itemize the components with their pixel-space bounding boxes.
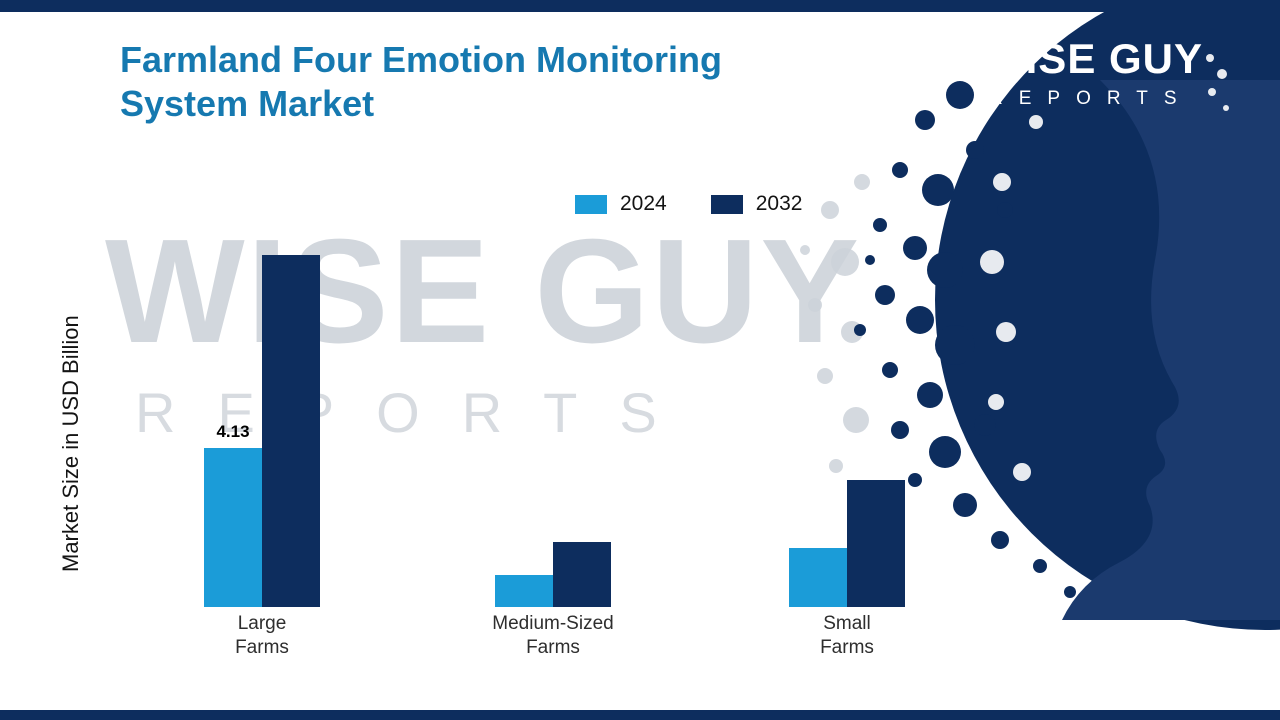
bar-2024-large-farms [204, 448, 262, 607]
category-label: Medium-Sized Farms [492, 613, 614, 658]
watermark: WISE GUY REPORTS [105, 218, 861, 445]
watermark-text: WISE GUY [105, 209, 862, 374]
top-border-bar [0, 0, 1280, 12]
category-label: Small Farms [820, 613, 874, 658]
bar-2032-medium-sized-farms [553, 542, 611, 607]
y-axis-label: Market Size in USD Billion [58, 315, 83, 572]
legend-item-2024: 2024 [575, 192, 667, 216]
bar-2032-large-farms [262, 255, 320, 607]
brand-logo-name: WISE GUY [985, 35, 1204, 82]
legend-item-2032: 2032 [710, 192, 803, 216]
page-title-line2: System Market [120, 82, 375, 124]
watermark-subtext: REPORTS [135, 381, 699, 444]
legend: 2024 2032 [575, 192, 802, 216]
legend-label-2024: 2024 [620, 192, 667, 215]
legend-swatch-2024 [575, 194, 607, 214]
bottom-border-bar [0, 710, 1280, 720]
legend-label-2032: 2032 [755, 192, 803, 215]
category-label: Large Farms [235, 613, 289, 658]
bar-2024-small-farms [789, 548, 847, 607]
bar-2024-medium-sized-farms [495, 575, 553, 607]
bar-2032-small-farms [847, 480, 905, 607]
brand-logo: WISE GUY REPORTS [985, 38, 1203, 110]
page-title-line1: Farmland Four Emotion Monitoring [120, 39, 722, 80]
page-title: Farmland Four Emotion Monitoring System M… [120, 38, 722, 126]
legend-swatch-2032 [710, 194, 743, 214]
bar-value-label: 4.13 [216, 422, 250, 441]
brand-logo-subtitle: REPORTS [989, 88, 1193, 109]
